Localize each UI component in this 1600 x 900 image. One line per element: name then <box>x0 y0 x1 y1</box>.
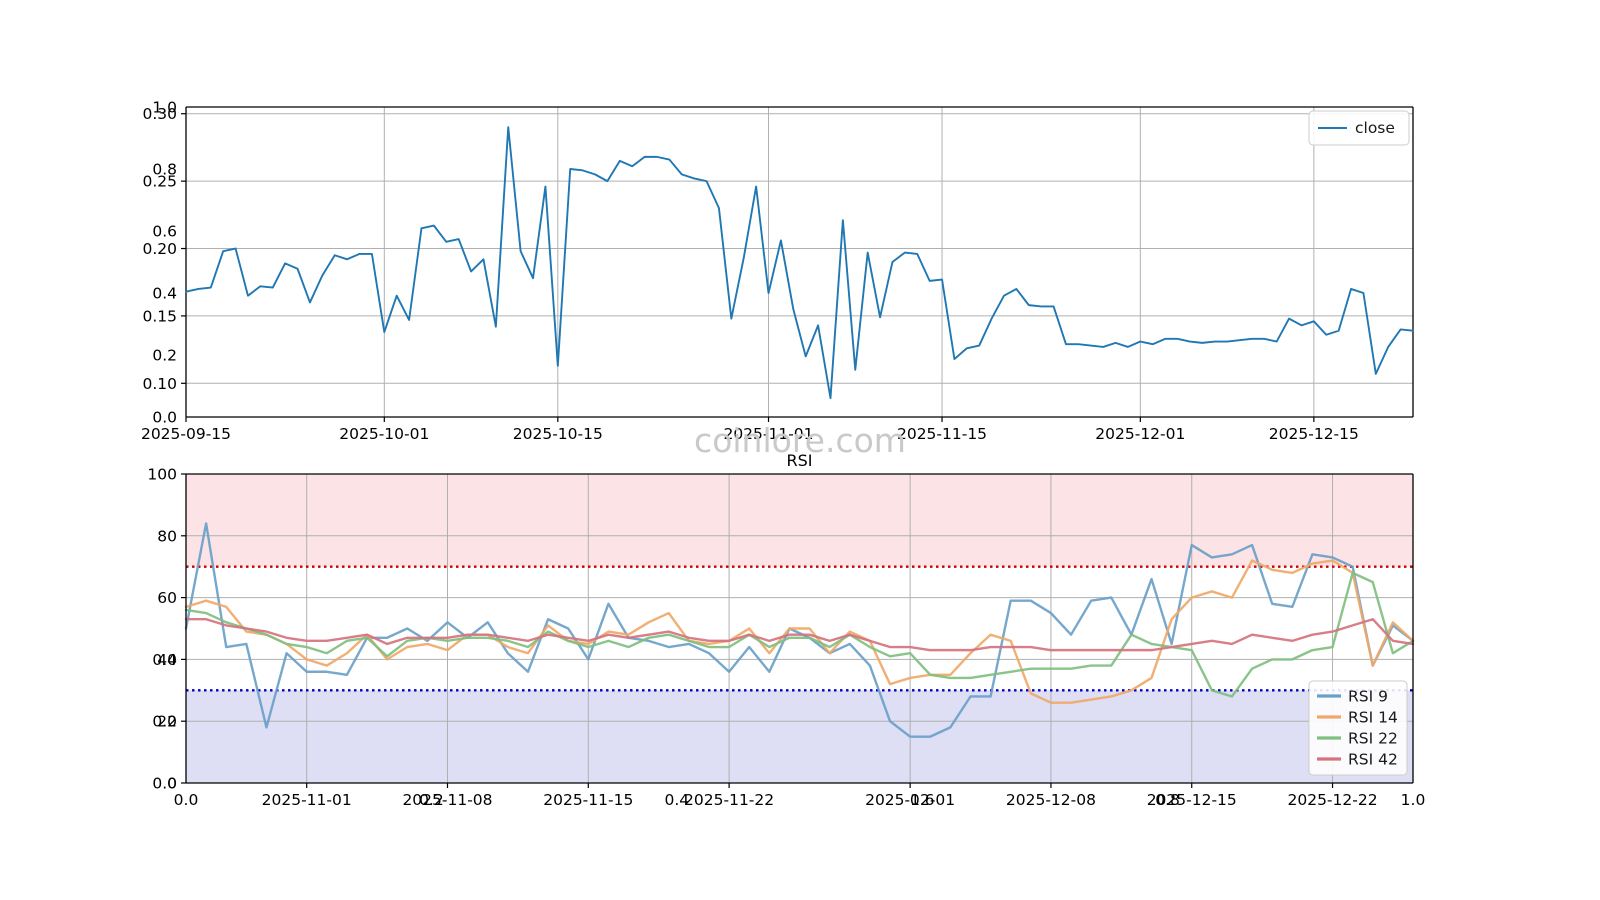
rsi-ytick-label: 0 <box>167 775 177 793</box>
price-ytick-label: 0.10 <box>142 375 177 393</box>
rsi-xtick-label-secondary: 0.2 <box>419 791 444 809</box>
rsi-ytick-label-secondary: 0.2 <box>152 713 177 731</box>
rsi-xtick-label-secondary: 1.0 <box>1401 791 1426 809</box>
rsi-xtick-label: 2025-11-15 <box>543 791 633 809</box>
price-ytick-label-secondary: 1.0 <box>152 99 177 117</box>
rsi-xtick-label: 2025-11-22 <box>684 791 774 809</box>
price-panel: 0.10 0.15 0.20 0.25 0.30 0.0 0.2 0.4 0.6 0.8 1.0 20… <box>141 99 1414 443</box>
rsi-panel: RSI 0 20 40 60 80 100 0.0 0.2 0.4 2025-11-01 2025-1… <box>147 451 1425 809</box>
rsi-xtick-label-secondary: 0.8 <box>1155 791 1180 809</box>
price-ytick-label: 0.25 <box>142 173 177 191</box>
rsi-ytick-label: 60 <box>157 589 177 607</box>
rsi-legend-label-rsi-14: RSI 14 <box>1348 709 1398 727</box>
rsi-ytick-label-secondary: 0.0 <box>152 775 177 793</box>
rsi-xtick-label-secondary: 0.6 <box>910 791 935 809</box>
rsi-line-rsi-14 <box>184 559 1415 704</box>
rsi-legend[interactable]: RSI 9 RSI 14 RSI 22 RSI 42 <box>1308 680 1408 776</box>
rsi-title: RSI <box>787 451 813 470</box>
price-xtick-label: 2025-11-01 <box>723 425 813 443</box>
rsi-xtick-label: 2025-12-01 <box>865 791 955 809</box>
rsi-line-rsi-42 <box>184 618 1415 652</box>
rsi-legend-label-rsi-9: RSI 9 <box>1348 688 1388 706</box>
price-close-line <box>185 126 1414 400</box>
watermark: coinlore.com <box>694 421 906 460</box>
rsi-band-oversold <box>186 690 1413 783</box>
rsi-band-overbought <box>186 474 1413 567</box>
price-legend-label-close: close <box>1355 119 1395 137</box>
rsi-line-rsi-22 <box>184 571 1415 698</box>
price-legend-box <box>1308 110 1410 146</box>
rsi-xtick-label-secondary: 0.4 <box>664 791 689 809</box>
price-ytick-label-secondary: 0.0 <box>152 409 177 427</box>
price-xtick-label: 2025-12-15 <box>1269 425 1359 443</box>
rsi-ytick-label: 80 <box>157 527 177 545</box>
rsi-xtick-label-secondary: 0.0 <box>174 791 199 809</box>
price-ytick-label-secondary: 0.4 <box>152 285 177 303</box>
price-xtick-label: 2025-10-01 <box>339 425 429 443</box>
rsi-xtick-label: 2025-12-15 <box>1147 791 1237 809</box>
price-xtick-label: 2025-12-01 <box>1095 425 1185 443</box>
price-ytick-label-secondary: 0.6 <box>152 223 177 241</box>
rsi-ytick-label: 20 <box>157 713 177 731</box>
price-ytick-label: 0.15 <box>142 307 177 325</box>
rsi-xtick-label: 2025-11-08 <box>402 791 492 809</box>
rsi-ytick-label: 40 <box>157 651 177 669</box>
rsi-xtick-label: 2025-12-22 <box>1287 791 1377 809</box>
rsi-xtick-label: 2025-11-01 <box>262 791 352 809</box>
rsi-xtick-label: 2025-12-08 <box>1006 791 1096 809</box>
price-ytick-label-secondary: 0.2 <box>152 347 177 365</box>
rsi-legend-box <box>1308 680 1408 776</box>
rsi-line-rsi-9 <box>184 522 1415 738</box>
rsi-ytick-label-secondary: 0.4 <box>152 651 177 669</box>
price-xtick-label: 2025-11-15 <box>897 425 987 443</box>
price-legend[interactable]: close <box>1308 110 1410 146</box>
rsi-legend-label-rsi-22: RSI 22 <box>1348 730 1398 748</box>
price-xtick-label: 2025-09-15 <box>141 425 231 443</box>
rsi-legend-label-rsi-42: RSI 42 <box>1348 751 1398 769</box>
price-xtick-label: 2025-10-15 <box>513 425 603 443</box>
price-ytick-label: 0.30 <box>142 105 177 123</box>
price-ytick-label-secondary: 0.8 <box>152 161 177 179</box>
price-ytick-label: 0.20 <box>142 240 177 258</box>
rsi-ytick-label: 100 <box>147 466 177 484</box>
